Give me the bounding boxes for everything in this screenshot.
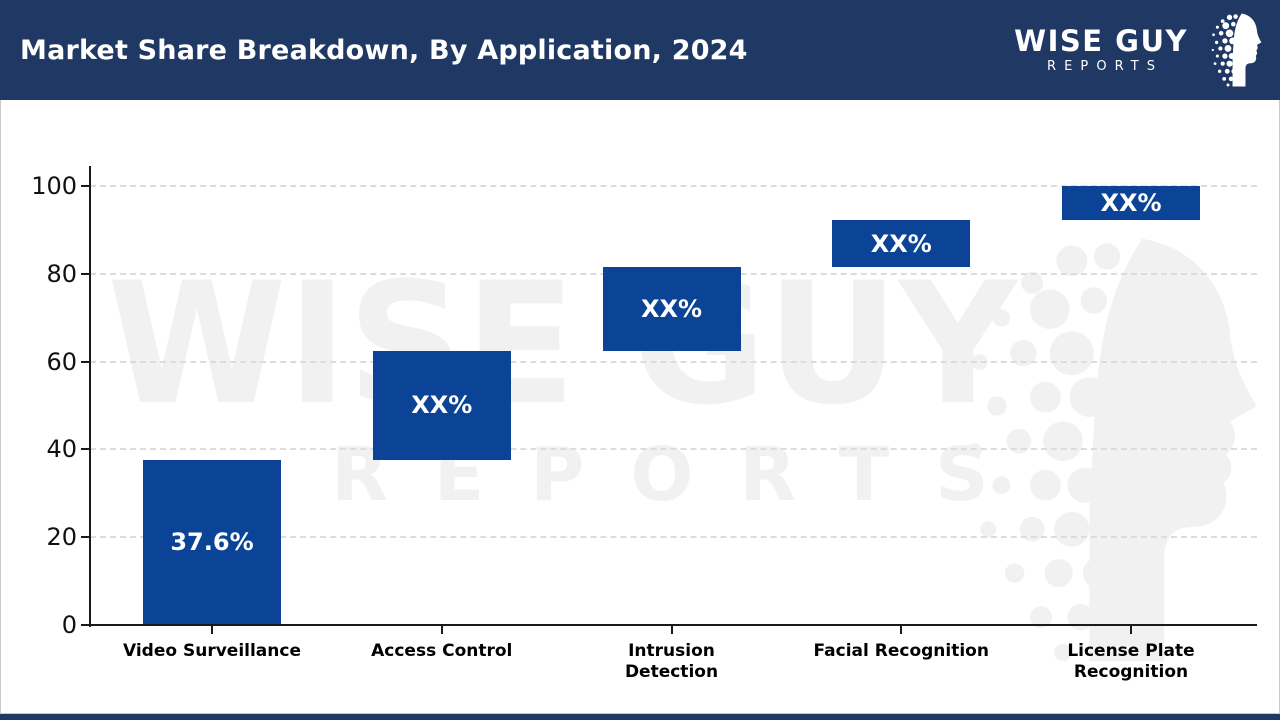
- footer-bar: [0, 714, 1280, 720]
- bar-intrusion-detection: XX%: [602, 267, 741, 352]
- gridline-100: [90, 185, 1257, 187]
- logo-wordmark: WISE GUY REPORTS: [1014, 23, 1188, 74]
- header: Market Share Breakdown, By Application, …: [0, 0, 1280, 100]
- x-tick-intrusion-detection: [670, 625, 673, 634]
- x-tick-label-intrusion-detection: Intrusion Detection: [624, 641, 719, 682]
- chart-area: WISE GUY REPORTS 0 20 40 60 80 100 37.6% Video …: [0, 100, 1280, 714]
- y-axis-line: [89, 166, 91, 627]
- bar-value-label: XX%: [1100, 189, 1162, 218]
- y-tick-40: [81, 448, 90, 451]
- x-tick-label-facial-recognition: Facial Recognition: [813, 641, 989, 661]
- waterfall-chart: 0 20 40 60 80 100 37.6% Video Surveillance XX% Ac…: [1, 100, 1279, 713]
- y-tick-label-100: 100: [31, 172, 77, 200]
- bar-value-label: 37.6%: [170, 528, 254, 557]
- page-title: Market Share Breakdown, By Application, …: [20, 34, 748, 66]
- x-tick-label-access-control: Access Control: [371, 641, 513, 661]
- x-tick-video-surveillance: [211, 625, 213, 634]
- y-tick-label-0: 0: [61, 611, 77, 639]
- gridline-20: [90, 536, 1257, 539]
- y-tick-label-20: 20: [46, 523, 77, 552]
- y-tick-100: [81, 185, 90, 187]
- y-tick-80: [81, 272, 90, 275]
- y-tick-20: [81, 536, 90, 539]
- bar-facial-recognition: XX%: [832, 220, 971, 268]
- y-tick-0: [81, 624, 90, 626]
- bar-value-label: XX%: [411, 391, 473, 420]
- y-tick-60: [81, 360, 90, 363]
- x-tick-license-plate-recognition: [1130, 625, 1132, 634]
- bar-value-label: XX%: [870, 229, 932, 258]
- y-tick-label-40: 40: [46, 435, 77, 464]
- bar-value-label: XX%: [640, 295, 703, 324]
- logo-wordmark-line1: WISE GUY: [1014, 23, 1188, 58]
- gridline-60: [90, 360, 1257, 363]
- bar-access-control: XX%: [372, 351, 511, 460]
- bar-video-surveillance: 37.6%: [143, 459, 281, 625]
- gridline-40: [90, 448, 1257, 451]
- wise-guy-logo: WISE GUY REPORTS: [1014, 9, 1266, 91]
- x-tick-label-video-surveillance: Video Surveillance: [123, 641, 301, 661]
- y-tick-label-60: 60: [46, 347, 77, 376]
- x-tick-access-control: [440, 625, 443, 634]
- logo-wordmark-line2: REPORTS: [1047, 59, 1164, 75]
- bar-license-plate-recognition: XX%: [1062, 186, 1200, 221]
- wise-guy-face-icon: [1211, 13, 1262, 87]
- x-axis-line: [89, 624, 1257, 626]
- x-tick-label-license-plate-recognition: License Plate Recognition: [1067, 641, 1195, 682]
- y-tick-label-80: 80: [46, 259, 77, 288]
- x-tick-facial-recognition: [900, 625, 903, 634]
- watermark-wordmark: WISE GUY: [107, 246, 1017, 442]
